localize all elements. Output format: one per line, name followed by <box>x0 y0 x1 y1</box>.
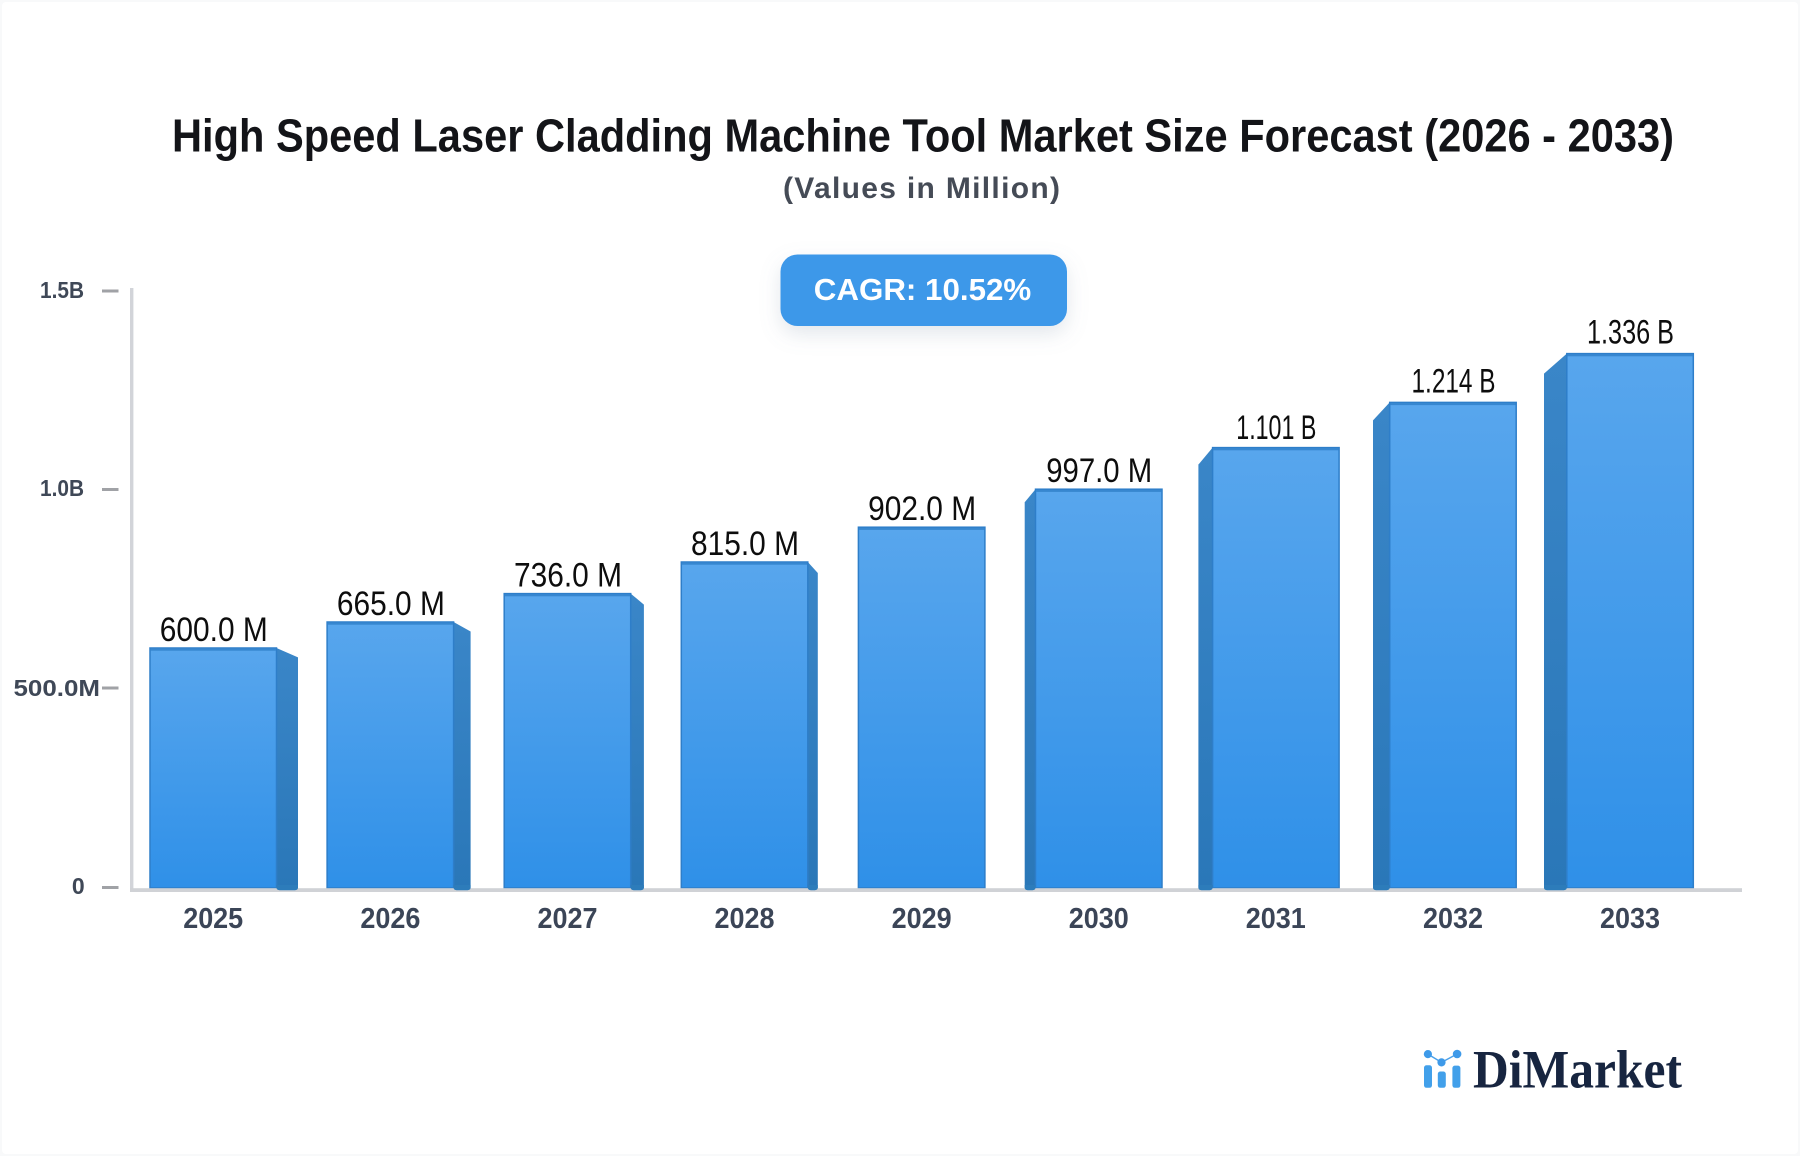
svg-text:2025: 2025 <box>183 903 243 935</box>
svg-text:High Speed Laser Cladding Mach: High Speed Laser Cladding Machine Tool M… <box>172 110 1674 162</box>
svg-text:2030: 2030 <box>1069 903 1129 935</box>
svg-text:1.101 B: 1.101 B <box>1236 409 1316 447</box>
svg-text:CAGR: 10.52%: CAGR: 10.52% <box>814 272 1032 307</box>
svg-text:1.336 B: 1.336 B <box>1587 314 1674 352</box>
svg-text:2033: 2033 <box>1600 903 1660 935</box>
svg-text:DiMarket: DiMarket <box>1473 1040 1682 1100</box>
svg-text:2032: 2032 <box>1423 903 1483 935</box>
svg-text:2027: 2027 <box>538 903 598 935</box>
svg-text:2026: 2026 <box>360 903 420 935</box>
svg-text:1.0B: 1.0B <box>40 475 84 501</box>
svg-text:665.0 M: 665.0 M <box>337 585 445 623</box>
svg-text:2028: 2028 <box>715 903 775 935</box>
svg-text:2029: 2029 <box>892 903 952 935</box>
svg-text:0: 0 <box>72 873 85 899</box>
svg-text:600.0 M: 600.0 M <box>160 611 268 649</box>
svg-text:1.214 B: 1.214 B <box>1412 362 1496 400</box>
svg-text:736.0 M: 736.0 M <box>514 556 622 594</box>
svg-text:997.0 M: 997.0 M <box>1046 452 1152 490</box>
svg-text:(Values in Million): (Values in Million) <box>783 172 1060 205</box>
svg-text:902.0 M: 902.0 M <box>868 490 976 528</box>
svg-text:815.0 M: 815.0 M <box>691 525 799 563</box>
svg-text:500.0M: 500.0M <box>14 675 101 701</box>
svg-text:2031: 2031 <box>1246 903 1306 935</box>
svg-text:1.5B: 1.5B <box>40 277 84 303</box>
